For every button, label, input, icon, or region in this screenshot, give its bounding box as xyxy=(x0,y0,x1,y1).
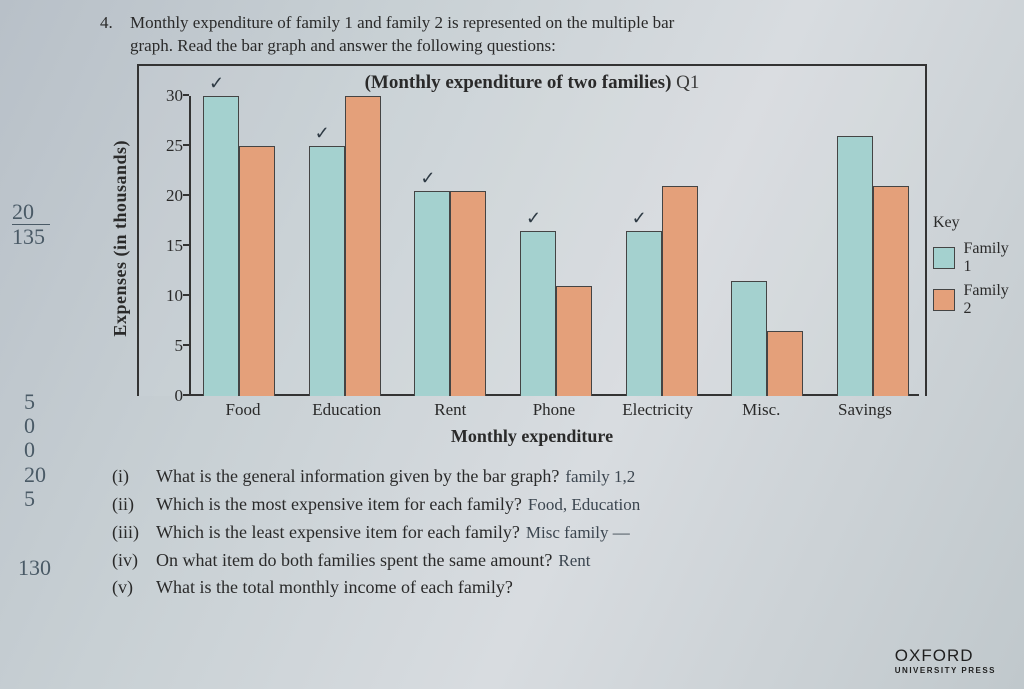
y-tick-label: 20 xyxy=(139,186,183,206)
bar-group: ✓ xyxy=(203,96,275,396)
y-axis xyxy=(189,96,191,396)
legend-swatch xyxy=(933,289,955,311)
question-text: Monthly expenditure of family 1 and fami… xyxy=(130,12,984,58)
bar-group: ✓ xyxy=(309,96,381,396)
subquestion-number: (i) xyxy=(112,463,146,491)
subquestion-text: What is the general information given by… xyxy=(156,463,635,491)
handwritten-answer: Misc family — xyxy=(526,523,630,542)
bar xyxy=(837,136,873,396)
x-tick-label: Education xyxy=(305,400,389,420)
bar-group: ✓ xyxy=(626,186,698,396)
checkmark-annotation: ✓ xyxy=(420,168,435,189)
bar xyxy=(731,281,767,396)
subquestion-list: (i) What is the general information given… xyxy=(112,463,984,602)
checkmark-annotation: ✓ xyxy=(526,208,541,229)
bar xyxy=(662,186,698,396)
x-tick-label: Rent xyxy=(408,400,492,420)
margin-fraction: 20 135 xyxy=(12,200,50,249)
handwritten-answer: Food, Education xyxy=(528,495,640,514)
question-number: 4. xyxy=(100,12,122,58)
bar xyxy=(626,231,662,396)
x-tick-label: Misc. xyxy=(719,400,803,420)
subquestion: (i) What is the general information given… xyxy=(112,463,984,491)
legend-item: Family 1 xyxy=(933,240,1012,276)
subquestion: (iv) On what item do both families spent … xyxy=(112,547,984,575)
legend-title: Key xyxy=(933,214,1012,232)
publisher-logo: OXFORD UNIVERSITY PRESS xyxy=(895,646,996,675)
x-axis-labels: Food Education Rent Phone Electricity Misc. Sa… xyxy=(137,396,927,426)
chart-title: (Monthly expenditure of two families) Q1 xyxy=(139,66,925,96)
y-axis-label: Expenses (in thousands) xyxy=(110,140,131,337)
bar xyxy=(520,231,556,396)
bar xyxy=(414,191,450,396)
bar-group: ✓ xyxy=(520,231,592,396)
bar-group xyxy=(731,281,803,396)
y-tick-label: 10 xyxy=(139,286,183,306)
margin-number-130: 130 xyxy=(18,556,51,580)
subquestion-text: Which is the least expensive item for ea… xyxy=(156,519,630,547)
y-tick-label: 5 xyxy=(139,336,183,356)
bar xyxy=(203,96,239,396)
subquestion: (iii) Which is the least expensive item f… xyxy=(112,519,984,547)
bar-group xyxy=(837,136,909,396)
bar xyxy=(309,146,345,396)
y-tick-label: 25 xyxy=(139,136,183,156)
margin-number-stack: 5 0 0 20 5 xyxy=(24,390,46,511)
bar-group: ✓ xyxy=(414,191,486,396)
x-tick-label: Electricity xyxy=(616,400,700,420)
subquestion-text: What is the total monthly income of each… xyxy=(156,574,513,602)
subquestion-number: (v) xyxy=(112,574,146,602)
handwritten-answer: family 1,2 xyxy=(565,467,635,486)
y-tick-label: 15 xyxy=(139,236,183,256)
bar xyxy=(767,331,803,396)
legend-label: Family 2 xyxy=(963,282,1012,318)
x-tick-label: Food xyxy=(201,400,285,420)
y-tick-label: 30 xyxy=(139,86,183,106)
x-tick-label: Phone xyxy=(512,400,596,420)
chart-plot-area: ✓✓✓✓✓ 051015202530 xyxy=(189,96,919,396)
x-tick-label: Savings xyxy=(823,400,907,420)
x-axis-title: Monthly expenditure xyxy=(137,426,927,453)
handwritten-answer: Rent xyxy=(558,551,590,570)
bar xyxy=(450,191,486,396)
bar xyxy=(873,186,909,396)
legend-item: Family 2 xyxy=(933,282,1012,318)
legend-label: Family 1 xyxy=(963,240,1012,276)
subquestion-text: Which is the most expensive item for eac… xyxy=(156,491,640,519)
bar xyxy=(556,286,592,396)
y-tick-label: 0 xyxy=(139,386,183,406)
checkmark-annotation: ✓ xyxy=(315,123,330,144)
subquestion-number: (iii) xyxy=(112,519,146,547)
legend-swatch xyxy=(933,247,955,269)
subquestion: (ii) Which is the most expensive item for… xyxy=(112,491,984,519)
chart-legend: Key Family 1 Family 2 xyxy=(933,214,1012,324)
subquestion-number: (iv) xyxy=(112,547,146,575)
chart-container: (Monthly expenditure of two families) Q1… xyxy=(137,64,927,396)
subquestion: (v) What is the total monthly income of e… xyxy=(112,574,984,602)
subquestion-text: On what item do both families spent the … xyxy=(156,547,591,575)
checkmark-annotation: ✓ xyxy=(632,208,647,229)
subquestion-number: (ii) xyxy=(112,491,146,519)
chart-title-annotation: Q1 xyxy=(676,72,699,93)
bar xyxy=(345,96,381,396)
bar xyxy=(239,146,275,396)
